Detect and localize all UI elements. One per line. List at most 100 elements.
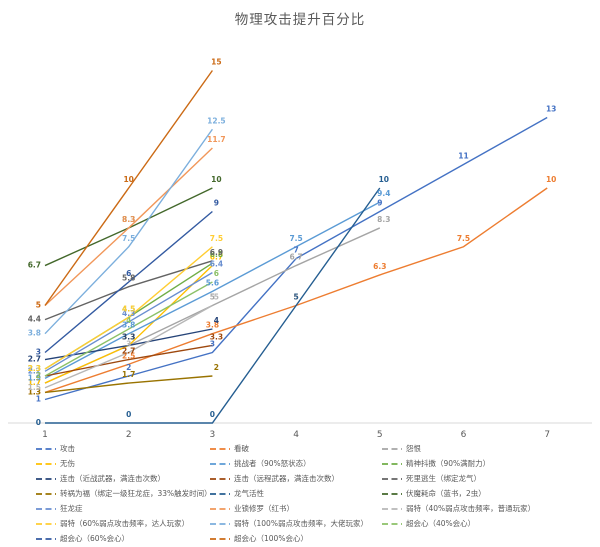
legend-marker-line: [382, 523, 402, 525]
legend-label: 龙气活性: [234, 489, 264, 498]
data-label: 1.7: [28, 378, 41, 387]
data-label: 4.3: [122, 309, 135, 318]
data-label: 1.7: [122, 370, 135, 379]
legend-label: 连击（近战武器，满连击次数）: [60, 474, 165, 483]
series-line: [44, 128, 213, 335]
data-label: 6.7: [289, 253, 302, 262]
data-label: 8.3: [122, 215, 135, 224]
data-label: 5: [210, 293, 215, 302]
data-label: 5: [36, 301, 41, 310]
legend-item: 死里逃生（绑定龙气）: [382, 474, 481, 484]
legend-label: 精神抖擞（90%满耐力）: [406, 459, 491, 468]
x-tick-label: 3: [210, 430, 216, 440]
legend-item: 弱特（40%弱点攻击频率，普通玩家）: [382, 504, 535, 514]
series-line: [44, 271, 213, 372]
data-label: 0: [36, 418, 41, 427]
data-label: 1.5: [28, 383, 41, 392]
series-line: [44, 147, 213, 307]
data-label: 5: [36, 301, 41, 310]
legend-label: 怨恨: [406, 444, 421, 453]
legend-item: 无伤: [36, 459, 75, 469]
legend-item: 看破: [210, 444, 249, 454]
legend-marker-line: [36, 478, 56, 480]
data-label: 4.5: [122, 304, 135, 313]
series-line: [44, 116, 548, 401]
data-label: 6.3: [373, 262, 386, 271]
legend-label: 攻击: [60, 444, 75, 453]
data-label: 5: [293, 293, 298, 302]
data-label: 7.5: [289, 234, 302, 243]
legend-marker-line: [382, 478, 402, 480]
data-label: 10: [123, 175, 133, 184]
data-label: 2.5: [122, 351, 135, 360]
data-label: 4.4: [28, 315, 41, 324]
data-label: 0: [126, 410, 131, 419]
data-label: 6.9: [210, 248, 223, 257]
legend-item: 超会心（60%会心）: [36, 534, 129, 544]
legend-marker-line: [382, 508, 402, 510]
legend-item: 连击（远程武器，满连击次数）: [210, 474, 339, 484]
data-label: 3.3: [122, 332, 135, 341]
legend-label: 弱特（100%弱点攻击频率，大佬玩家）: [234, 519, 368, 528]
data-label: 9: [214, 199, 219, 208]
legend-item: 连击（近战武器，满连击次数）: [36, 474, 165, 484]
data-label: 3.8: [206, 321, 219, 330]
data-label: 4.5: [122, 304, 135, 313]
legend-label: 超会心（100%会心）: [234, 534, 308, 543]
legend-label: 死里逃生（绑定龙气）: [406, 474, 481, 483]
legend-label: 无伤: [60, 459, 75, 468]
legend-label: 弱特（60%弱点攻击频率，达人玩家）: [60, 519, 190, 528]
data-label: 10: [546, 175, 556, 184]
legend-item: 怨恨: [382, 444, 421, 454]
legend-item: 狂龙症: [36, 504, 83, 514]
legend-label: 超会心（40%会心）: [406, 519, 476, 528]
chart-title: 物理攻击提升百分比: [234, 12, 366, 28]
data-label: 6: [214, 269, 219, 278]
data-label: 7.5: [122, 234, 135, 243]
legend-item: 伏魔耗命（蓝书，2虫）: [382, 489, 486, 499]
data-label: 5: [214, 293, 219, 302]
data-label: 5.6: [206, 278, 219, 287]
data-label: 2.2: [28, 366, 41, 375]
legend-item: 龙气活性: [210, 489, 264, 499]
data-label: 1: [36, 395, 41, 404]
legend-marker-line: [36, 508, 56, 510]
legend-marker-line: [210, 463, 230, 465]
data-label: 3: [210, 340, 215, 349]
legend-item: 弱特（100%弱点攻击频率，大佬玩家）: [210, 519, 368, 529]
line-chart-plot-area: 1 2 3 4 5 6 7 1 2 3 7 9 11 13 1.3 2.5 3.8 5 6.3 7.5 10 1.7 3.3…: [8, 58, 592, 440]
data-label: 11: [458, 152, 468, 161]
legend-label: 看破: [234, 444, 249, 453]
x-tick-label: 6: [461, 430, 467, 440]
data-label: 5: [293, 293, 298, 302]
data-label: 2: [36, 371, 41, 380]
series-line: [44, 201, 381, 379]
data-label: 6: [126, 269, 131, 278]
data-label: 6.4: [210, 260, 223, 269]
data-label: 3.3: [122, 332, 135, 341]
series-line: [44, 304, 213, 389]
legend-label: 弱特（40%弱点攻击频率，普通玩家）: [406, 504, 536, 513]
data-label: 11.7: [207, 135, 226, 144]
data-label: 4: [126, 316, 131, 325]
series-line: [44, 344, 213, 377]
x-tick-label: 4: [293, 430, 299, 440]
data-label: 3.8: [28, 329, 41, 338]
legend-label: 超会心（60%会心）: [60, 534, 130, 543]
legend-item: 转祸为福（绑定一级狂龙症，33%触发时间）: [36, 489, 212, 499]
legend-label: 连击（远程武器，满连击次数）: [234, 474, 339, 483]
data-label: 1.3: [28, 387, 41, 396]
x-tick-label: 7: [544, 430, 550, 440]
data-label: 3.8: [122, 321, 135, 330]
legend-item: 攻击: [36, 444, 75, 454]
legend-marker-line: [382, 493, 402, 495]
series-line: [45, 187, 381, 424]
series-line: [44, 70, 213, 306]
legend-marker-line: [210, 448, 230, 450]
series-line: [44, 246, 213, 370]
x-tick-label: 2: [126, 430, 132, 440]
legend-marker-line: [210, 523, 230, 525]
series-line: [44, 375, 213, 394]
legend-marker-line: [210, 478, 230, 480]
